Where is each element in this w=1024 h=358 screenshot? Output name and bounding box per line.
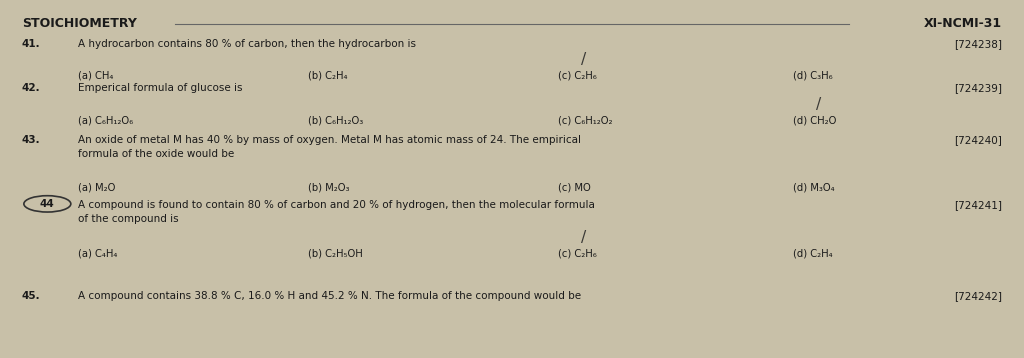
Text: (d) M₃O₄: (d) M₃O₄	[793, 183, 835, 193]
Text: 45.: 45.	[22, 291, 40, 301]
Text: (c) C₂H₆: (c) C₂H₆	[558, 248, 597, 258]
Text: (b) C₆H₁₂O₃: (b) C₆H₁₂O₃	[308, 115, 362, 125]
Text: [724240]: [724240]	[954, 135, 1002, 145]
Text: (a) M₂O: (a) M₂O	[78, 183, 116, 193]
Text: (c) C₆H₁₂O₂: (c) C₆H₁₂O₂	[558, 115, 612, 125]
Text: 43.: 43.	[22, 135, 40, 145]
Text: STOICHIOMETRY: STOICHIOMETRY	[22, 18, 136, 30]
Text: /: /	[581, 230, 586, 245]
Text: 42.: 42.	[22, 83, 40, 93]
Text: (b) C₂H₄: (b) C₂H₄	[308, 71, 347, 81]
Text: A compound contains 38.8 % C, 16.0 % H and 45.2 % N. The formula of the compound: A compound contains 38.8 % C, 16.0 % H a…	[78, 291, 581, 301]
Text: (d) CH₂O: (d) CH₂O	[793, 115, 837, 125]
Text: A hydrocarbon contains 80 % of carbon, then the hydrocarbon is: A hydrocarbon contains 80 % of carbon, t…	[78, 39, 416, 49]
Text: 41.: 41.	[22, 39, 40, 49]
Text: (b) M₂O₃: (b) M₂O₃	[308, 183, 349, 193]
Text: A compound is found to contain 80 % of carbon and 20 % of hydrogen, then the mol: A compound is found to contain 80 % of c…	[78, 200, 595, 224]
Text: /: /	[581, 52, 586, 67]
Text: Emperical formula of glucose is: Emperical formula of glucose is	[78, 83, 243, 93]
Text: (a) C₄H₄: (a) C₄H₄	[78, 248, 118, 258]
Text: [724239]: [724239]	[954, 83, 1002, 93]
Text: [724241]: [724241]	[954, 200, 1002, 210]
Text: (a) CH₄: (a) CH₄	[78, 71, 114, 81]
Text: (d) C₂H₄: (d) C₂H₄	[793, 248, 833, 258]
Text: XI-NCMI-31: XI-NCMI-31	[924, 18, 1002, 30]
Text: (d) C₃H₆: (d) C₃H₆	[793, 71, 833, 81]
Text: /: /	[816, 97, 821, 111]
Text: (c) MO: (c) MO	[558, 183, 591, 193]
Text: [724238]: [724238]	[954, 39, 1002, 49]
Text: (b) C₂H₅OH: (b) C₂H₅OH	[308, 248, 362, 258]
Text: An oxide of metal M has 40 % by mass of oxygen. Metal M has atomic mass of 24. T: An oxide of metal M has 40 % by mass of …	[78, 135, 581, 159]
Text: [724242]: [724242]	[954, 291, 1002, 301]
Text: (c) C₂H₆: (c) C₂H₆	[558, 71, 597, 81]
Text: (a) C₆H₁₂O₆: (a) C₆H₁₂O₆	[78, 115, 133, 125]
Text: 44: 44	[40, 199, 54, 209]
